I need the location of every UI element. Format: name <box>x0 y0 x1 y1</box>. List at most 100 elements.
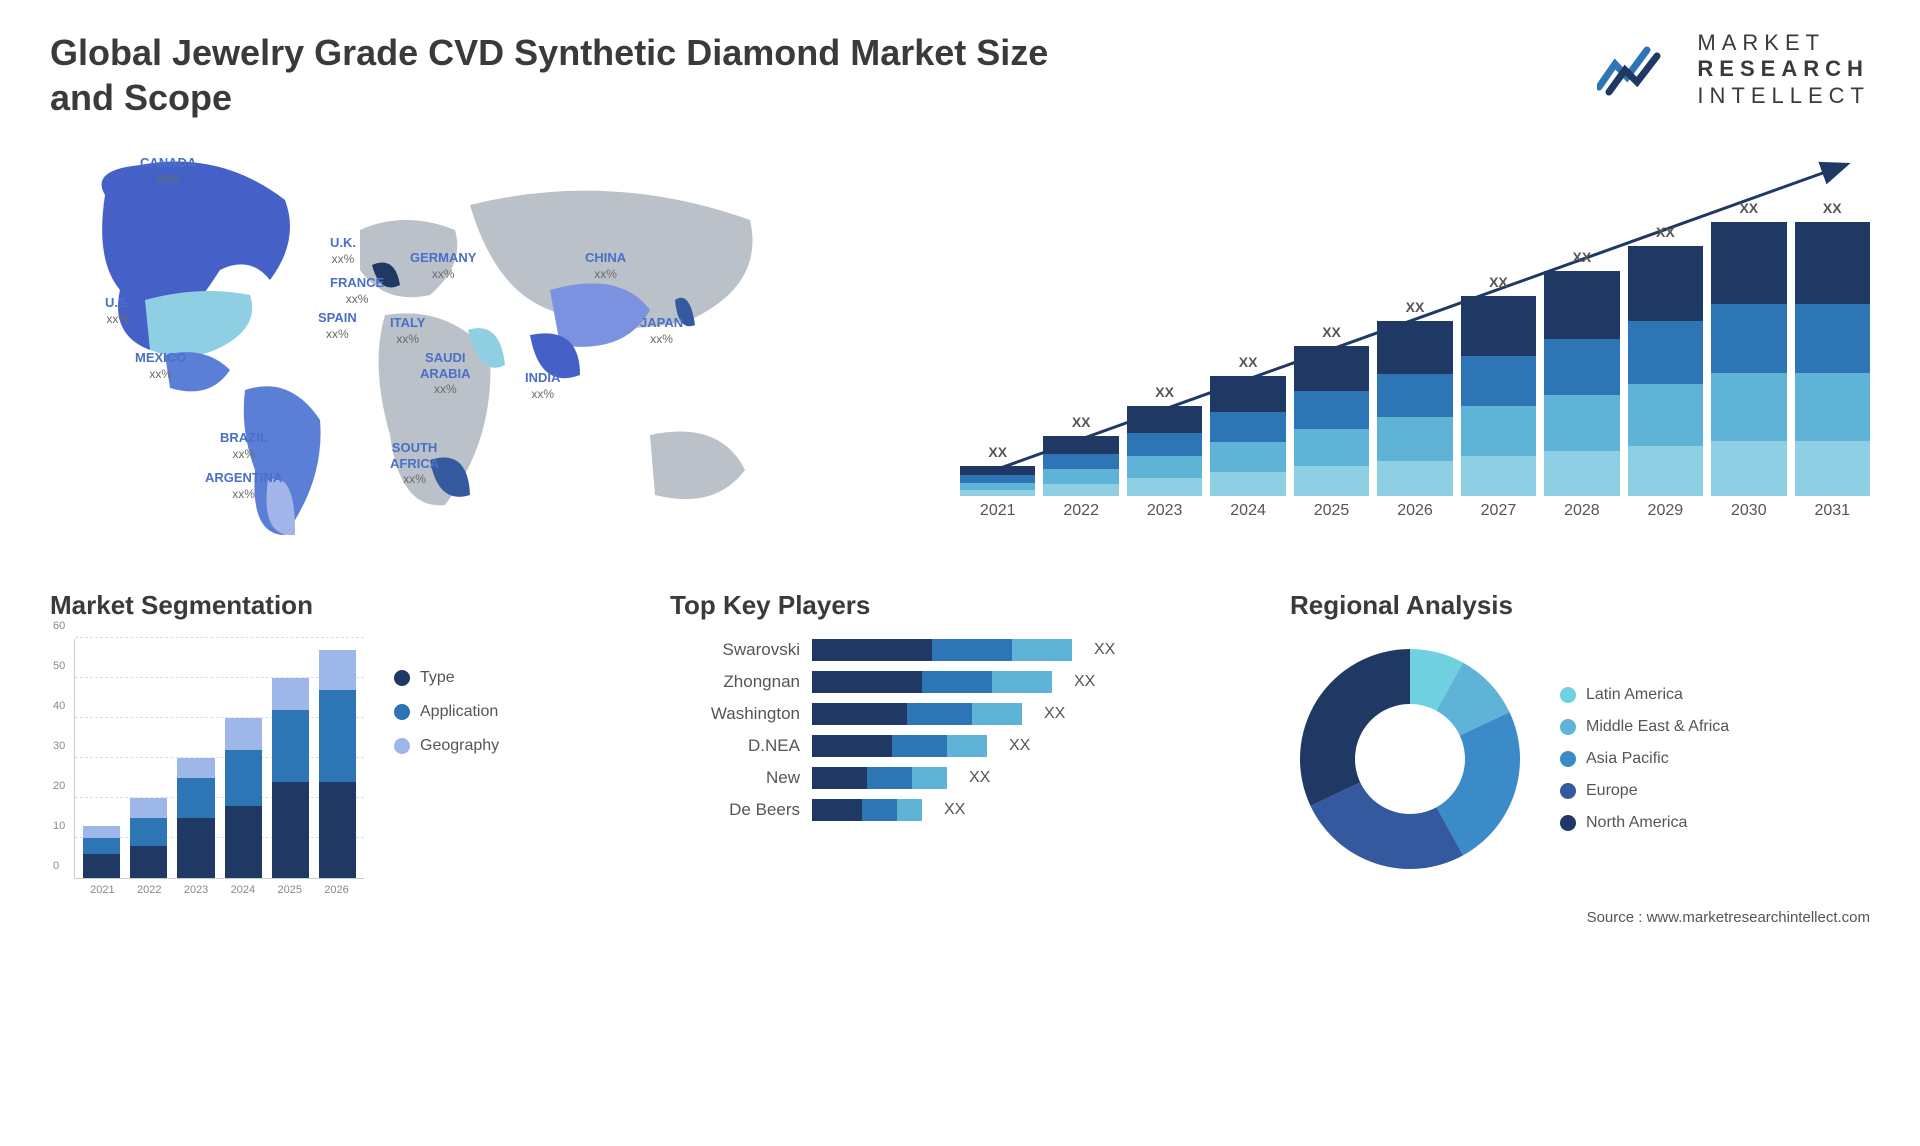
forecast-value-label: XX <box>1406 299 1425 315</box>
forecast-chart: XX2021XX2022XX2023XX2024XX2025XX2026XX20… <box>960 140 1870 550</box>
player-name: New <box>670 768 800 788</box>
top-row: CANADAxx% U.S.xx%MEXICOxx% BRAZILxx% ARGENT… <box>50 140 1870 550</box>
forecast-value-label: XX <box>1239 354 1258 370</box>
donut-slice <box>1310 782 1463 869</box>
forecast-bar: XX 2025 <box>1294 200 1369 520</box>
legend-item: Latin America <box>1560 686 1729 704</box>
segmentation-year-label: 2023 <box>184 884 208 896</box>
forecast-value-label: XX <box>1656 224 1675 240</box>
players-panel: Top Key Players SwarovskiXXZhongnanXXWas… <box>670 590 1250 879</box>
regional-title: Regional Analysis <box>1290 590 1870 621</box>
segmentation-year-label: 2022 <box>137 884 161 896</box>
forecast-year-label: 2025 <box>1314 502 1350 520</box>
forecast-bar: XX2022 <box>1043 200 1118 520</box>
forecast-bar: XX 2031 <box>1795 200 1870 520</box>
logo-icon <box>1597 42 1682 97</box>
logo-line2: RESEARCH <box>1697 56 1870 82</box>
forecast-year-label: 2026 <box>1397 502 1433 520</box>
forecast-year-label: 2028 <box>1564 502 1600 520</box>
forecast-year-label: 2027 <box>1481 502 1517 520</box>
map-label: SOUTHAFRICAxx% <box>390 440 439 487</box>
player-name: Zhongnan <box>670 672 800 692</box>
forecast-year-label: 2021 <box>980 502 1016 520</box>
segmentation-bar <box>177 639 214 878</box>
map-label: U.S.xx% <box>105 295 130 326</box>
forecast-bar: XX2024 <box>1210 200 1285 520</box>
map-label: BRAZILxx% <box>220 430 268 461</box>
map-label: GERMANYxx% <box>410 250 476 281</box>
player-value: XX <box>1074 673 1095 691</box>
world-map-panel: CANADAxx% U.S.xx%MEXICOxx% BRAZILxx% ARGENT… <box>50 140 920 550</box>
forecast-value-label: XX <box>1739 200 1758 216</box>
forecast-value-label: XX <box>1155 384 1174 400</box>
forecast-year-label: 2031 <box>1814 502 1850 520</box>
donut-slice <box>1300 649 1410 806</box>
player-value: XX <box>1009 737 1030 755</box>
segmentation-bar <box>319 639 356 878</box>
map-label: SAUDIARABIAxx% <box>420 350 471 397</box>
player-row: New XX <box>670 767 1250 789</box>
segmentation-legend: TypeApplicationGeography <box>394 639 499 879</box>
forecast-value-label: XX <box>1072 414 1091 430</box>
map-label: ITALYxx% <box>390 315 425 346</box>
map-label: ARGENTINAxx% <box>205 470 282 501</box>
segmentation-year-label: 2021 <box>90 884 114 896</box>
regional-donut-chart <box>1290 639 1530 879</box>
forecast-bar: XX 2026 <box>1377 200 1452 520</box>
legend-item: Type <box>394 669 499 687</box>
map-label: MEXICOxx% <box>135 350 186 381</box>
segmentation-year-label: 2026 <box>324 884 348 896</box>
segmentation-panel: Market Segmentation 1020304050600 202120… <box>50 590 630 879</box>
forecast-bar: XX 2027 <box>1461 200 1536 520</box>
segmentation-bar <box>225 639 262 878</box>
legend-item: Europe <box>1560 782 1729 800</box>
player-value: XX <box>969 769 990 787</box>
forecast-bar: XX 2023 <box>1127 200 1202 520</box>
page-title: Global Jewelry Grade CVD Synthetic Diamo… <box>50 30 1100 120</box>
players-title: Top Key Players <box>670 590 1250 621</box>
player-value: XX <box>1094 641 1115 659</box>
segmentation-year-label: 2025 <box>277 884 301 896</box>
logo-line3: INTELLECT <box>1697 83 1870 109</box>
legend-item: Application <box>394 703 499 721</box>
header: Global Jewelry Grade CVD Synthetic Diamo… <box>50 30 1870 120</box>
bottom-row: Market Segmentation 1020304050600 202120… <box>50 590 1870 879</box>
segmentation-title: Market Segmentation <box>50 590 630 621</box>
segmentation-bar <box>83 639 120 878</box>
forecast-bar: XX 2029 <box>1628 200 1703 520</box>
regional-legend: Latin America Middle East & Africa Asia Pa… <box>1560 686 1729 832</box>
segmentation-bar <box>272 639 309 878</box>
map-label: CANADAxx% <box>140 155 196 186</box>
segmentation-year-label: 2024 <box>231 884 255 896</box>
player-name: D.NEA <box>670 736 800 756</box>
map-label: SPAINxx% <box>318 310 357 341</box>
forecast-bar: XX 2030 <box>1711 200 1786 520</box>
regional-panel: Regional Analysis Latin America Middle Ea… <box>1290 590 1870 879</box>
player-row: De Beers XX <box>670 799 1250 821</box>
forecast-year-label: 2029 <box>1648 502 1684 520</box>
map-label: FRANCExx% <box>330 275 384 306</box>
legend-item: Middle East & Africa <box>1560 718 1729 736</box>
map-label: INDIAxx% <box>525 370 560 401</box>
legend-item: Asia Pacific <box>1560 750 1729 768</box>
forecast-value-label: XX <box>1489 274 1508 290</box>
source-text: Source : www.marketresearchintellect.com <box>50 909 1870 926</box>
forecast-value-label: XX <box>1322 324 1341 340</box>
logo-line1: MARKET <box>1697 30 1870 56</box>
player-value: XX <box>1044 705 1065 723</box>
player-name: Swarovski <box>670 640 800 660</box>
player-name: De Beers <box>670 800 800 820</box>
forecast-bar: XX2028 <box>1544 200 1619 520</box>
forecast-year-label: 2023 <box>1147 502 1183 520</box>
player-value: XX <box>944 801 965 819</box>
map-label: U.K.xx% <box>330 235 356 266</box>
forecast-value-label: XX <box>1823 200 1842 216</box>
map-label: CHINAxx% <box>585 250 626 281</box>
logo-text: MARKET RESEARCH INTELLECT <box>1697 30 1870 109</box>
player-row: WashingtonXX <box>670 703 1250 725</box>
forecast-year-label: 2030 <box>1731 502 1767 520</box>
forecast-bar: XX2021 <box>960 200 1035 520</box>
player-row: D.NEA XX <box>670 735 1250 757</box>
player-row: Swarovski XX <box>670 639 1250 661</box>
player-row: Zhongnan XX <box>670 671 1250 693</box>
